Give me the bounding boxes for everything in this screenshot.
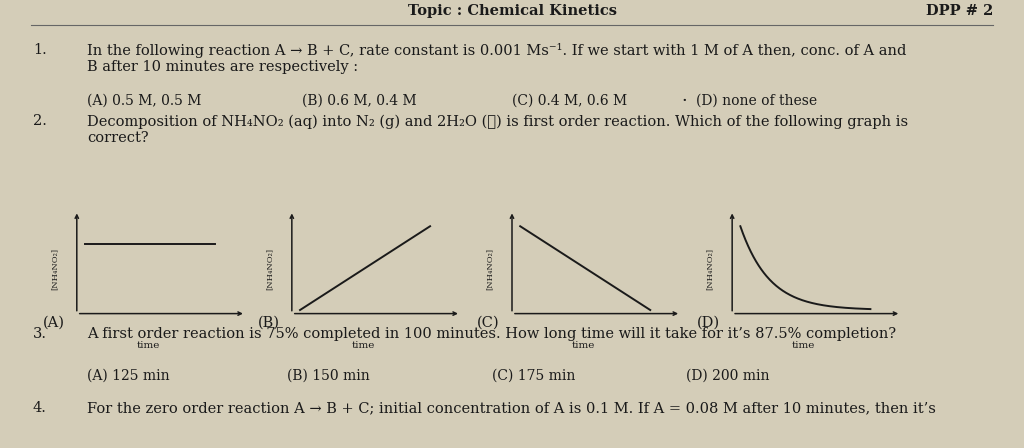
Text: time: time: [352, 341, 375, 350]
Text: (D) 200 min: (D) 200 min: [686, 368, 770, 382]
Text: In the following reaction A → B + C, rate constant is 0.001 Ms⁻¹. If we start wi: In the following reaction A → B + C, rat…: [87, 43, 906, 74]
Text: (D) none of these: (D) none of these: [696, 94, 817, 108]
Text: [NH₄NO₂]: [NH₄NO₂]: [50, 248, 58, 290]
Text: [NH₄NO₂]: [NH₄NO₂]: [706, 248, 714, 290]
Text: time: time: [793, 341, 815, 350]
Text: Topic : Chemical Kinetics: Topic : Chemical Kinetics: [408, 4, 616, 18]
Text: time: time: [572, 341, 595, 350]
Text: (B) 0.6 M, 0.4 M: (B) 0.6 M, 0.4 M: [302, 94, 417, 108]
Text: (A): (A): [43, 316, 65, 330]
Text: (C) 0.4 M, 0.6 M: (C) 0.4 M, 0.6 M: [512, 94, 627, 108]
Text: (A) 0.5 M, 0.5 M: (A) 0.5 M, 0.5 M: [87, 94, 202, 108]
Text: A first order reaction is 75% completed in 100 minutes. How long time will it ta: A first order reaction is 75% completed …: [87, 327, 896, 341]
Text: time: time: [137, 341, 160, 350]
Text: [NH₄NO₂]: [NH₄NO₂]: [265, 248, 273, 290]
Text: (B): (B): [258, 316, 280, 330]
Text: [NH₄NO₂]: [NH₄NO₂]: [485, 248, 494, 290]
Text: 1.: 1.: [33, 43, 46, 56]
Text: (C): (C): [477, 316, 500, 330]
Text: 4.: 4.: [33, 401, 47, 415]
Text: (D): (D): [696, 316, 720, 330]
Text: 3.: 3.: [33, 327, 47, 341]
Text: (B) 150 min: (B) 150 min: [287, 368, 370, 382]
Text: Decomposition of NH₄NO₂ (aq) into N₂ (g) and 2H₂O (ℓ) is first order reaction. W: Decomposition of NH₄NO₂ (aq) into N₂ (g)…: [87, 114, 908, 145]
Text: (A) 125 min: (A) 125 min: [87, 368, 170, 382]
Text: For the zero order reaction A → B + C; initial concentration of A is 0.1 M. If A: For the zero order reaction A → B + C; i…: [87, 401, 936, 415]
Text: 2.: 2.: [33, 114, 47, 128]
Text: (C) 175 min: (C) 175 min: [492, 368, 574, 382]
Text: ·: ·: [681, 92, 687, 110]
Text: DPP # 2: DPP # 2: [926, 4, 993, 18]
